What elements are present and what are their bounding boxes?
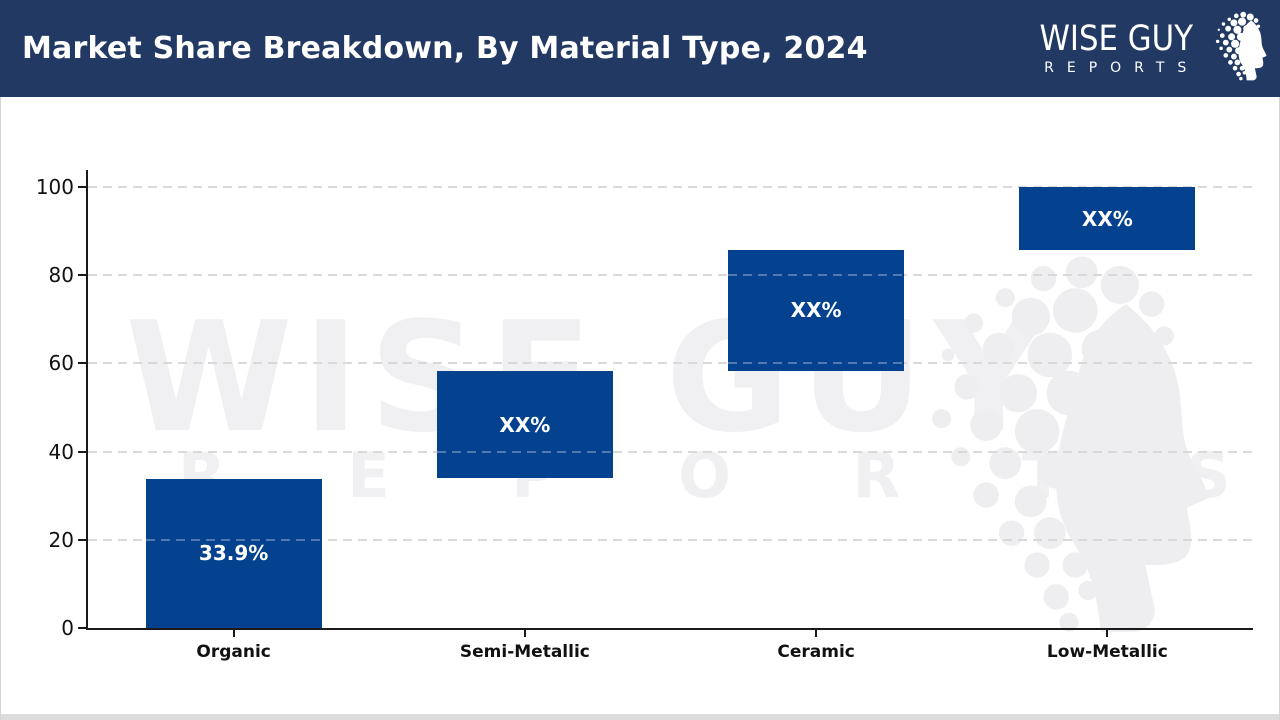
x-category-label: Organic [196,642,271,662]
bar-semi-metallic [436,370,613,479]
bar-gridline-overlay [728,274,905,277]
x-tick-2 [815,630,818,637]
bar-value-label: XX% [790,298,842,323]
watermark-head-icon [878,225,1228,695]
gridline-20 [88,538,1253,541]
bar-gridline-overlay [145,538,322,541]
bar-value-label: 33.9% [198,541,269,566]
x-category-label: Ceramic [777,642,855,662]
y-tick-40 [78,450,86,453]
gridline-60 [88,362,1253,365]
x-category-label: Semi-Metallic [459,642,590,662]
bar-ceramic [728,250,905,371]
bar-value-label: XX% [1081,206,1133,231]
gridline-100 [88,186,1253,188]
y-tick-label-0: 0 [61,616,74,640]
y-tick-label-20: 20 [48,527,74,552]
brand-name: WISE GUY [1039,19,1194,59]
title-bar: Market Share Breakdown, By Material Type… [0,0,1280,97]
bar-gridline-overlay [436,450,613,453]
y-tick-20 [78,538,86,541]
x-tick-3 [1106,630,1109,637]
gridline-40 [88,450,1253,453]
x-category-label: Low-Metallic [1046,642,1168,662]
x-tick-1 [523,630,526,637]
bar-gridline-overlay [728,362,905,365]
y-tick-label-80: 80 [48,263,74,288]
y-tick-label-100: 100 [35,175,74,199]
brand-subname: REPORTS [1044,60,1200,76]
y-tick-80 [78,274,86,277]
bottom-edge-strip [0,714,1280,720]
brand-logo-text: WISE GUY REPORTS [1029,19,1204,76]
x-tick-0 [232,630,235,637]
brand-logo: WISE GUY REPORTS [1029,0,1270,97]
bar-organic [145,478,322,628]
bar-low-metallic [1019,187,1196,251]
y-tick-label-40: 40 [48,439,74,464]
bar-value-label: XX% [499,412,551,437]
y-tick-label-60: 60 [48,351,74,376]
chart-title: Market Share Breakdown, By Material Type… [22,31,868,66]
y-tick-0 [78,627,86,629]
left-edge-line [0,97,1,720]
y-tick-60 [78,362,86,365]
y-axis-spine [86,170,88,630]
dotted-head-icon [1206,9,1270,89]
x-axis-spine [86,628,1253,630]
gridline-80 [88,274,1253,277]
y-tick-100 [78,186,86,188]
